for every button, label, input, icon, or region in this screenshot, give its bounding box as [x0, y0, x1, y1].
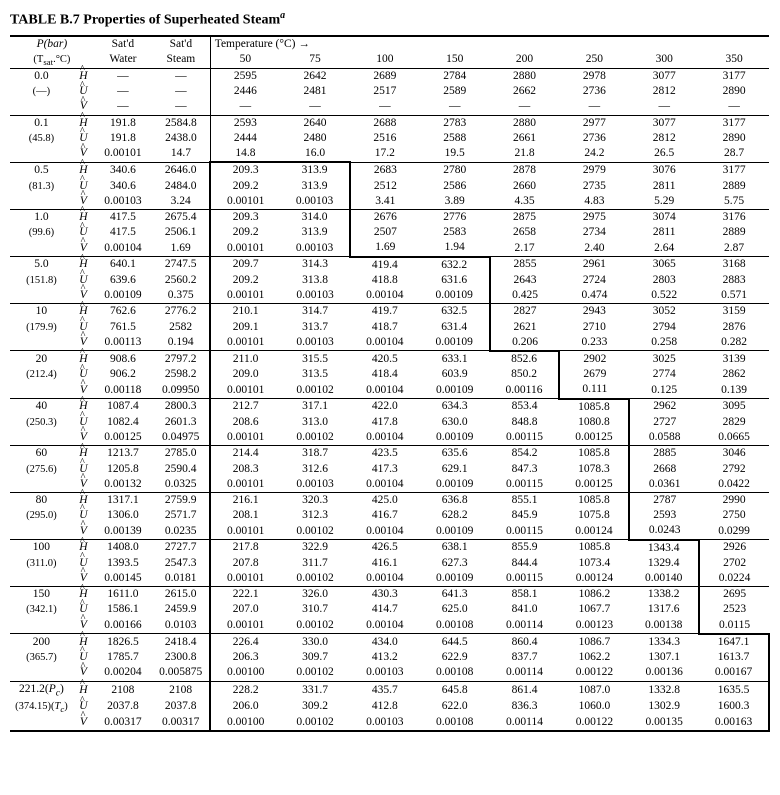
steam-table: P(bar)Sat'dSat'dTemperature (°C) →(Tsat.… [10, 35, 770, 733]
title-text: TABLE B.7 Properties of Superheated Stea… [10, 13, 280, 28]
table-title: TABLE B.7 Properties of Superheated Stea… [10, 10, 770, 29]
title-sup: a [280, 10, 285, 21]
